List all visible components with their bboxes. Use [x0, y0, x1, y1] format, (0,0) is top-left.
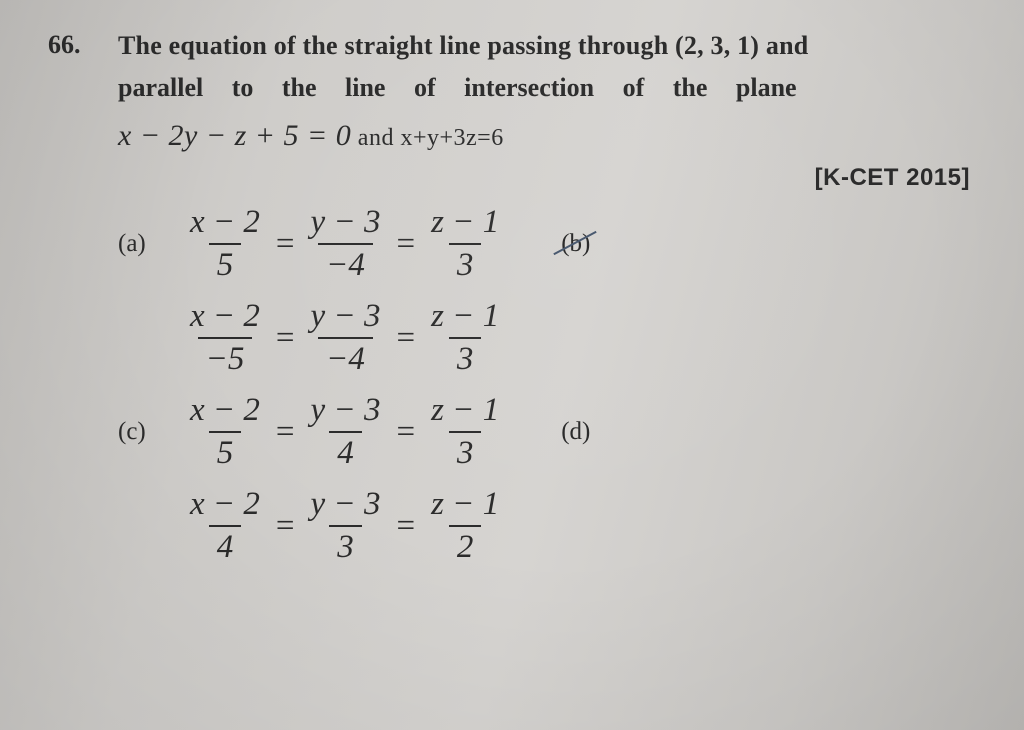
plane-eq-2: x+y+3z=6 — [400, 125, 503, 151]
options-block: (a) x − 25 = y − 3−4 = z − 13 (b) x − 2−… — [118, 202, 976, 568]
frac-den: 3 — [449, 431, 482, 474]
frac-num: y − 3 — [303, 484, 389, 525]
option-label-b-text: (b) — [561, 230, 590, 257]
option-label-a: (a) — [118, 230, 180, 258]
equals-sign: = — [270, 228, 301, 261]
equals-sign: = — [390, 510, 421, 543]
source-tag: [K-CET 2015] — [118, 164, 970, 192]
plane-eq-1: x − 2y − z + 5 = 0 — [118, 119, 351, 152]
frac-den: 4 — [209, 525, 242, 568]
frac-num: z − 1 — [423, 484, 507, 525]
frac-den: 3 — [449, 243, 482, 286]
frac-den: 4 — [329, 431, 362, 474]
equals-sign: = — [390, 416, 421, 449]
frac-num: y − 3 — [303, 202, 389, 243]
page: 66. The equation of the straight line pa… — [0, 0, 1024, 730]
frac-den: 2 — [449, 525, 482, 568]
frac-num: y − 3 — [303, 390, 389, 431]
frac-num: x − 2 — [182, 202, 268, 243]
question-body: The equation of the straight line passin… — [118, 28, 976, 192]
option-eq-row-b: x − 2−5 = y − 3−4 = z − 13 — [118, 296, 976, 380]
option-eq-c: x − 25 = y − 34 = z − 13 — [180, 390, 509, 474]
option-label-d: (d) — [561, 418, 590, 446]
option-eq-b: x − 2−5 = y − 3−4 = z − 13 — [180, 296, 509, 380]
frac-num: z − 1 — [423, 390, 507, 431]
equals-sign: = — [270, 322, 301, 355]
frac-den: −4 — [318, 337, 373, 380]
equals-sign: = — [270, 510, 301, 543]
frac-num: x − 2 — [182, 296, 268, 337]
frac-den: −4 — [318, 243, 373, 286]
frac-den: 3 — [329, 525, 362, 568]
option-eq-d: x − 24 = y − 33 = z − 12 — [180, 484, 509, 568]
question-number: 66. — [48, 28, 118, 60]
option-row-cd: (c) x − 25 = y − 34 = z − 13 (d) — [118, 390, 976, 474]
option-row-ab: (a) x − 25 = y − 3−4 = z − 13 (b) — [118, 202, 976, 286]
equals-sign: = — [270, 416, 301, 449]
joiner-and: and — [351, 125, 400, 151]
frac-den: 3 — [449, 337, 482, 380]
question-row: 66. The equation of the straight line pa… — [48, 28, 976, 192]
option-label-b: (b) — [561, 230, 590, 258]
frac-num: x − 2 — [182, 484, 268, 525]
question-equations: x − 2y − z + 5 = 0 and x+y+3z=6 — [118, 112, 976, 160]
question-line-2: parallel to the line of intersection of … — [118, 63, 976, 112]
frac-num: y − 3 — [303, 296, 389, 337]
option-eq-a: x − 25 = y − 3−4 = z − 13 — [180, 202, 509, 286]
frac-num: z − 1 — [423, 202, 507, 243]
option-eq-row-d: x − 24 = y − 33 = z − 12 — [118, 484, 976, 568]
question-line-1: The equation of the straight line passin… — [118, 28, 976, 63]
frac-den: 5 — [209, 431, 242, 474]
option-label-c: (c) — [118, 418, 180, 446]
frac-den: −5 — [198, 337, 253, 380]
frac-num: x − 2 — [182, 390, 268, 431]
frac-den: 5 — [209, 243, 242, 286]
equals-sign: = — [390, 322, 421, 355]
frac-num: z − 1 — [423, 296, 507, 337]
equals-sign: = — [390, 228, 421, 261]
